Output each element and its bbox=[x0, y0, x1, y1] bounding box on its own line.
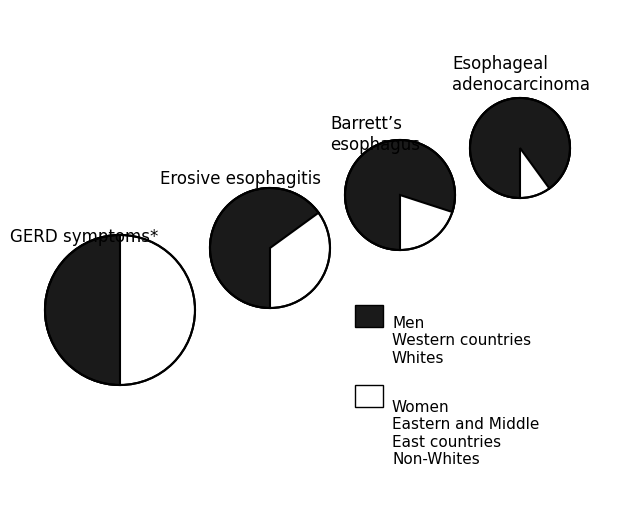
Wedge shape bbox=[210, 188, 318, 308]
Text: Men
Western countries
Whites: Men Western countries Whites bbox=[392, 316, 531, 366]
Bar bbox=[355, 305, 383, 327]
Text: Women
Eastern and Middle
East countries
Non-Whites: Women Eastern and Middle East countries … bbox=[392, 400, 539, 467]
Text: Esophageal
adenocarcinoma: Esophageal adenocarcinoma bbox=[452, 55, 590, 94]
Text: Erosive esophagitis: Erosive esophagitis bbox=[160, 170, 321, 188]
Wedge shape bbox=[45, 235, 120, 385]
Circle shape bbox=[345, 140, 455, 250]
Text: Barrett’s
esophagus: Barrett’s esophagus bbox=[330, 115, 420, 154]
Circle shape bbox=[470, 98, 570, 198]
Circle shape bbox=[45, 235, 195, 385]
Bar bbox=[355, 385, 383, 407]
Wedge shape bbox=[345, 140, 455, 250]
Circle shape bbox=[210, 188, 330, 308]
Wedge shape bbox=[470, 98, 570, 198]
Text: GERD symptoms*: GERD symptoms* bbox=[10, 228, 158, 246]
